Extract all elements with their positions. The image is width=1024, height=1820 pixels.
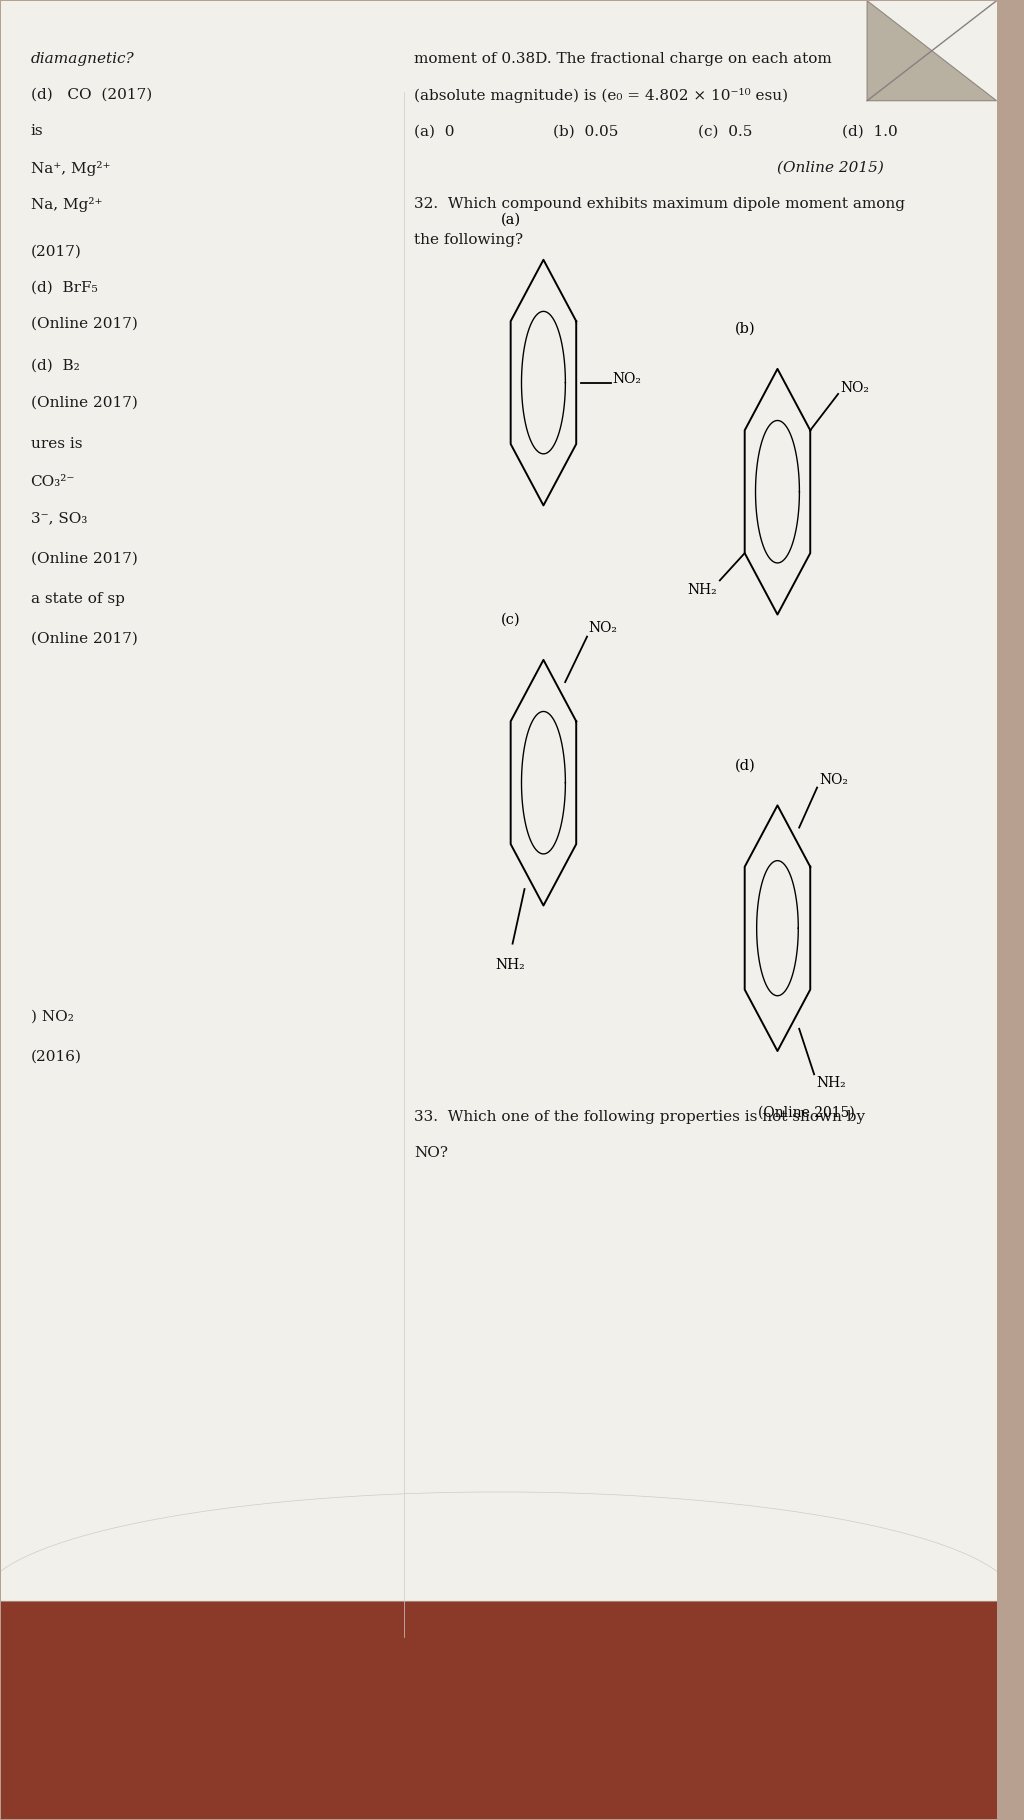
Text: ures is: ures is xyxy=(31,437,82,451)
Text: (a): (a) xyxy=(501,213,521,228)
Text: 33.  Which one of the following properties is not shown by: 33. Which one of the following propertie… xyxy=(414,1110,865,1125)
Text: a state of sp: a state of sp xyxy=(31,592,125,606)
Text: Na⁺, Mg²⁺: Na⁺, Mg²⁺ xyxy=(31,160,110,177)
Text: NO₂: NO₂ xyxy=(840,382,869,395)
Text: (absolute magnitude) is (e₀ = 4.802 × 10⁻¹⁰ esu): (absolute magnitude) is (e₀ = 4.802 × 10… xyxy=(414,87,788,104)
Polygon shape xyxy=(867,0,996,100)
Text: (2017): (2017) xyxy=(31,244,82,258)
Text: 32.  Which compound exhibits maximum dipole moment among: 32. Which compound exhibits maximum dipo… xyxy=(414,197,905,211)
Text: is: is xyxy=(31,124,43,138)
Text: (c): (c) xyxy=(501,613,520,626)
Text: NO₂: NO₂ xyxy=(819,774,848,788)
Text: (d): (d) xyxy=(734,759,756,772)
Text: (a)  0: (a) 0 xyxy=(414,124,455,138)
Text: (Online 2017): (Online 2017) xyxy=(31,317,137,331)
Bar xyxy=(1,1602,996,1820)
Text: (c)  0.5: (c) 0.5 xyxy=(697,124,753,138)
Text: (Online 2017): (Online 2017) xyxy=(31,395,137,410)
Text: NH₂: NH₂ xyxy=(496,957,525,972)
Text: the following?: the following? xyxy=(414,233,523,248)
Text: (d)  BrF₅: (d) BrF₅ xyxy=(31,280,97,295)
Text: NO₂: NO₂ xyxy=(588,621,617,635)
Text: (d)  1.0: (d) 1.0 xyxy=(842,124,898,138)
Text: (Online 2017): (Online 2017) xyxy=(31,551,137,566)
Text: moment of 0.38D. The fractional charge on each atom: moment of 0.38D. The fractional charge o… xyxy=(414,51,831,66)
Text: NH₂: NH₂ xyxy=(816,1076,846,1090)
Text: (Online 2017): (Online 2017) xyxy=(31,632,137,646)
Text: Na, Mg²⁺: Na, Mg²⁺ xyxy=(31,197,102,213)
Text: (d)   CO  (2017): (d) CO (2017) xyxy=(31,87,152,102)
Text: 3⁻, SO₃: 3⁻, SO₃ xyxy=(31,511,87,526)
Text: (Online 2015): (Online 2015) xyxy=(777,160,885,175)
Text: NH₂: NH₂ xyxy=(687,582,717,597)
Text: CO₃²⁻: CO₃²⁻ xyxy=(31,475,75,490)
Text: (2016): (2016) xyxy=(31,1050,82,1065)
Text: (Online 2015): (Online 2015) xyxy=(758,1105,854,1119)
Text: NO₂: NO₂ xyxy=(612,371,641,386)
Text: NO?: NO? xyxy=(414,1147,447,1161)
Polygon shape xyxy=(0,1492,1017,1602)
Text: ) NO₂: ) NO₂ xyxy=(31,1010,74,1025)
Text: (b)  0.05: (b) 0.05 xyxy=(553,124,618,138)
Text: diamagnetic?: diamagnetic? xyxy=(31,51,134,66)
Text: (d)  B₂: (d) B₂ xyxy=(31,359,79,373)
Text: (b): (b) xyxy=(734,322,756,337)
